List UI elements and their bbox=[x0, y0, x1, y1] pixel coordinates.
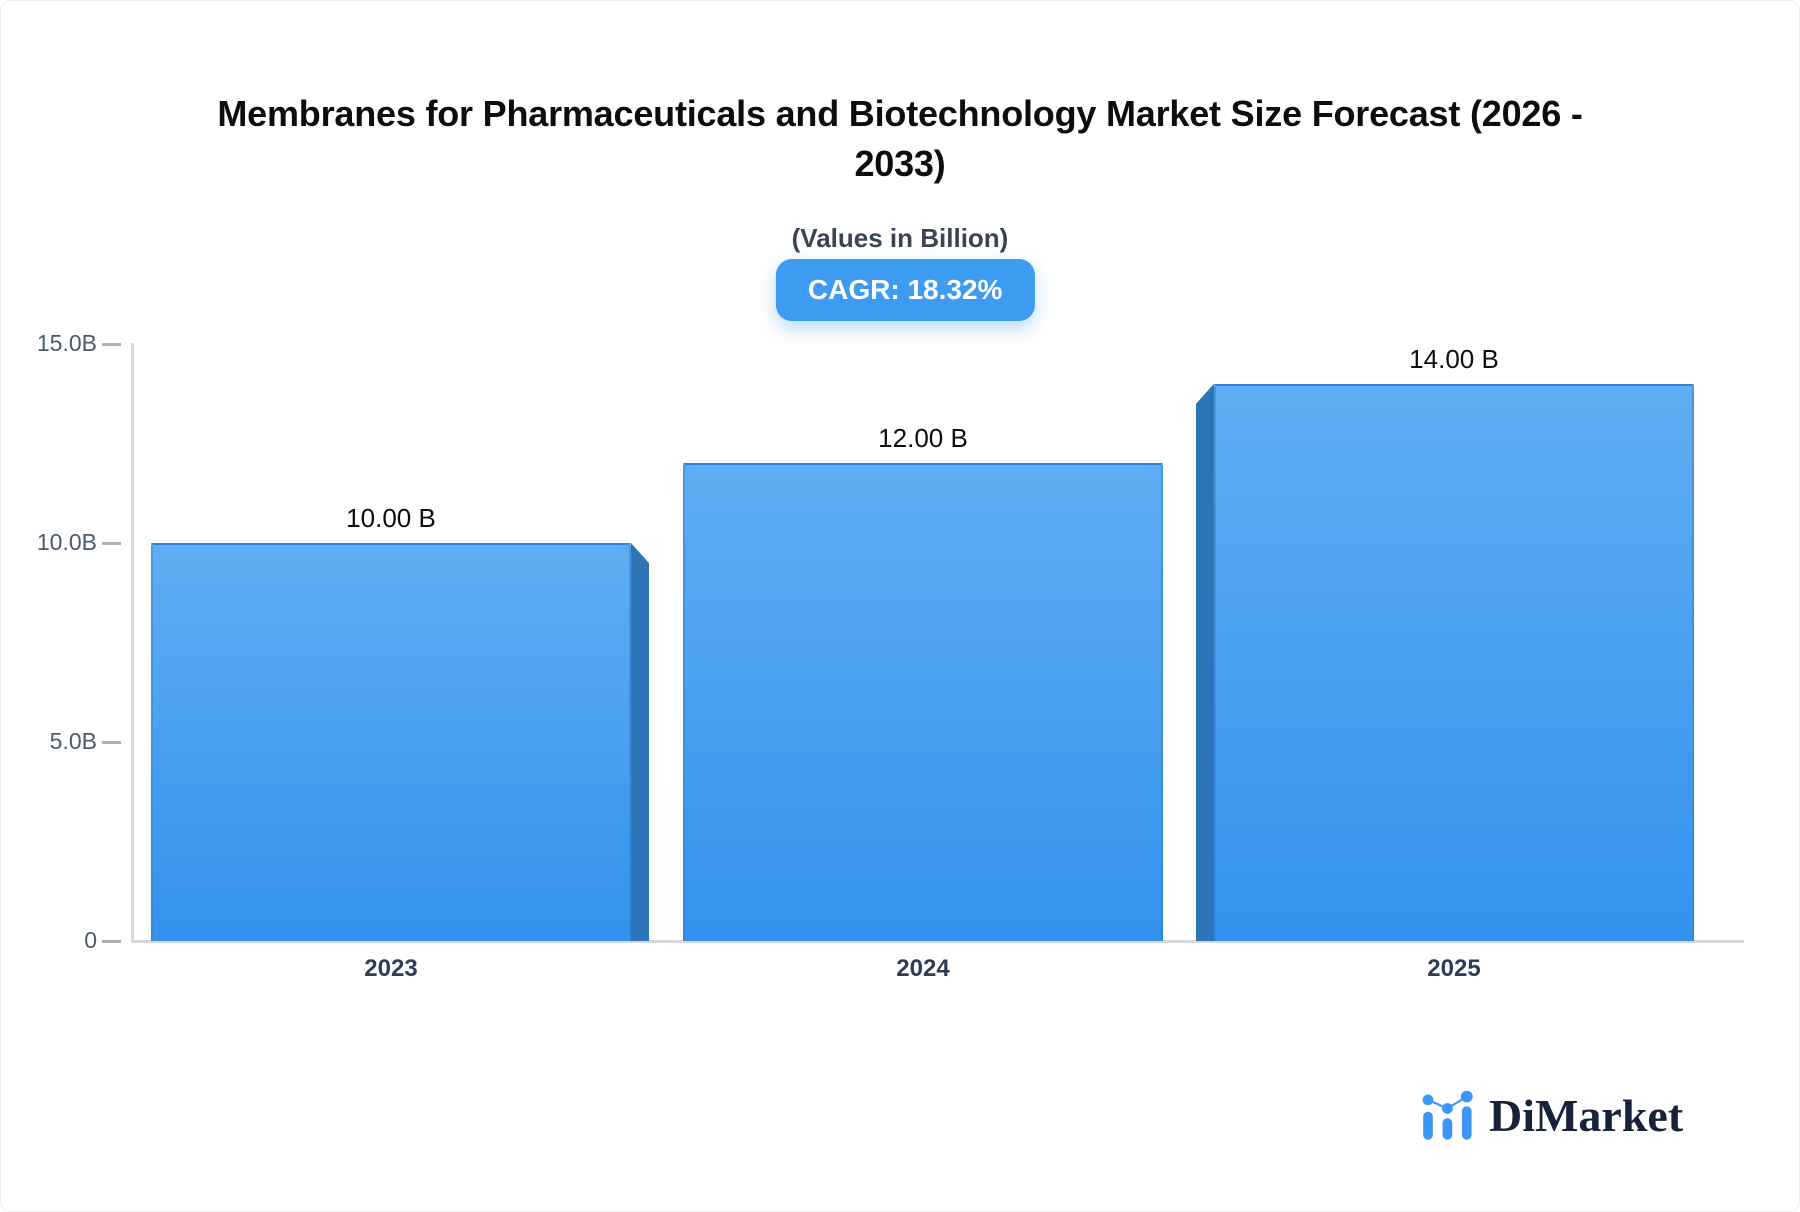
bar-3d-side bbox=[631, 543, 649, 941]
dimarket-logo: DiMarket bbox=[1421, 1089, 1683, 1142]
y-axis-tick bbox=[102, 542, 121, 545]
bar-2023[interactable] bbox=[151, 543, 631, 941]
bar-2024[interactable] bbox=[683, 463, 1163, 941]
x-axis-label-2023: 2023 bbox=[364, 955, 418, 982]
y-axis-tick-label: 5.0B bbox=[49, 728, 97, 754]
chart-title: Membranes for Pharmaceuticals and Biotec… bbox=[217, 93, 1583, 184]
bar-value-label: 12.00 B bbox=[878, 423, 968, 454]
dimarket-logo-text: DiMarket bbox=[1489, 1090, 1684, 1141]
y-axis-tick-label: 15.0B bbox=[36, 330, 97, 356]
bar-2025[interactable] bbox=[1214, 383, 1694, 941]
bar-value-label: 10.00 B bbox=[346, 503, 436, 533]
y-axis-tick bbox=[102, 343, 121, 346]
x-axis-label-2025: 2025 bbox=[1427, 955, 1481, 982]
chart-subtitle: (Values in Billion) bbox=[791, 223, 1009, 253]
dimarket-bar-chart-icon bbox=[1422, 1090, 1473, 1140]
y-axis-tick-label: 0 bbox=[84, 927, 97, 953]
y-axis-tick bbox=[102, 940, 121, 943]
cagr-badge-label: CAGR: 18.32% bbox=[807, 274, 1003, 305]
x-axis-label-2024: 2024 bbox=[896, 955, 950, 982]
y-axis-line bbox=[131, 343, 134, 943]
bar-3d-side bbox=[1196, 383, 1214, 941]
y-axis-tick-label: 10.0B bbox=[36, 529, 97, 555]
cagr-badge: CAGR: 18.32% bbox=[775, 259, 1035, 321]
y-axis-tick bbox=[102, 741, 121, 744]
bar-value-label: 14.00 B bbox=[1409, 343, 1499, 374]
x-axis-line bbox=[131, 940, 1744, 943]
